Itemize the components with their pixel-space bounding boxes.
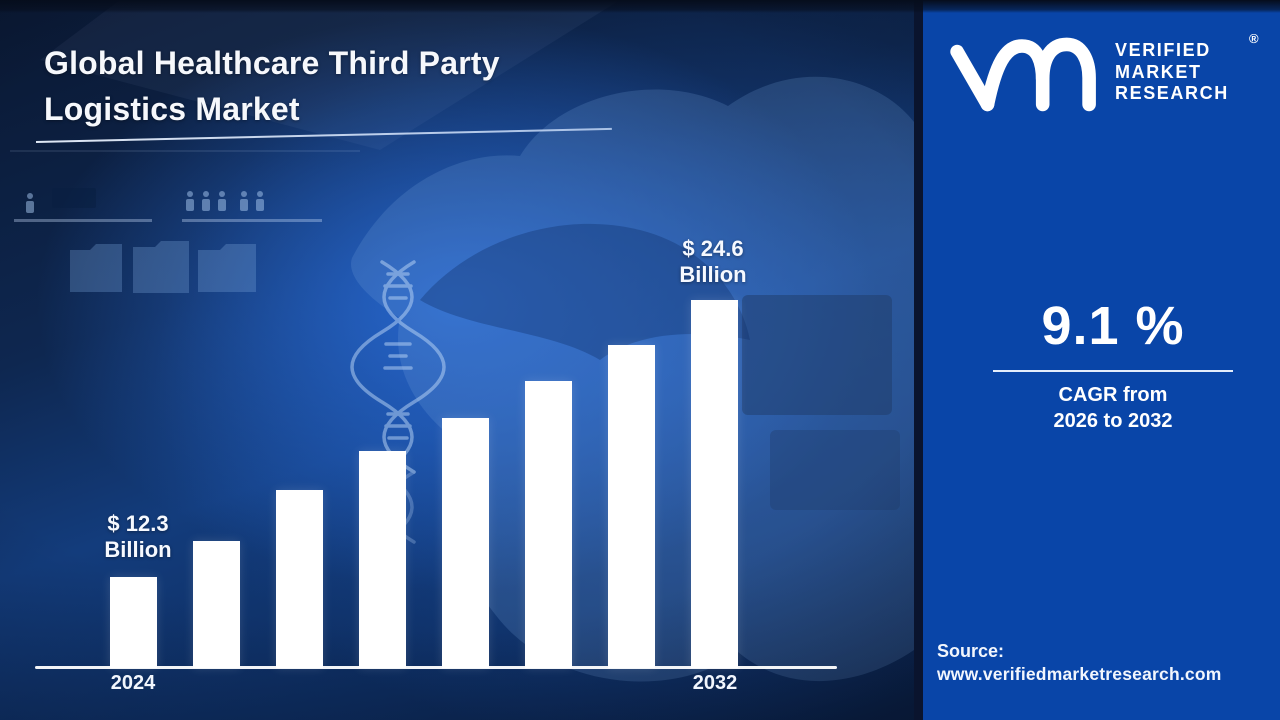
shelf-rails (14, 219, 322, 222)
x-axis-line (35, 666, 837, 669)
monitor-shape (52, 188, 96, 208)
source-label: Source: (937, 641, 1005, 661)
registered-trademark-icon: ® (1249, 31, 1259, 46)
x-axis-label-2032: 2032 (692, 672, 738, 694)
value-label-first-bar: $ 12.3 Billion (95, 511, 181, 563)
chart-section: Global Healthcare Third Party Logistics … (0, 0, 914, 720)
brand-name: VERIFIED MARKET RESEARCH (1115, 40, 1229, 105)
bar-1-2024 (110, 577, 157, 668)
brand-name-line1: VERIFIED (1115, 40, 1211, 60)
stat-divider (993, 370, 1233, 372)
value-label-last-bar: $ 24.6 Billion (670, 236, 756, 288)
bar-chart (0, 300, 914, 668)
value-label-last-line2: Billion (679, 262, 747, 287)
top-dark-band (0, 0, 1280, 13)
page-title-line2: Logistics Market (44, 91, 300, 127)
bar-4 (359, 451, 406, 668)
info-panel: VERIFIED MARKET RESEARCH ® 9.1 % CAGR fr… (923, 0, 1280, 720)
source-block: Source: www.verifiedmarketresearch.com (937, 640, 1273, 686)
brand-name-line2: MARKET (1115, 61, 1202, 82)
value-label-last-line1: $ 24.6 (682, 236, 744, 261)
bar-7 (608, 345, 655, 668)
folder-icons (70, 241, 256, 293)
cagr-caption: CAGR from 2026 to 2032 (946, 382, 1280, 434)
brand-name-line3: RESEARCH (1115, 83, 1229, 103)
panel-divider (914, 0, 923, 720)
bar-5 (442, 418, 489, 668)
cagr-caption-line1: CAGR from (1058, 384, 1168, 406)
page-title-line1: Global Healthcare Third Party (44, 45, 500, 81)
shelf-line (10, 150, 360, 152)
x-axis-label-2024: 2024 (110, 672, 156, 694)
vmr-logo-monogram-icon (950, 37, 1096, 112)
cagr-value: 9.1 % (1041, 296, 1185, 356)
cagr-stat: 9.1 % CAGR from 2026 to 2032 (946, 296, 1280, 434)
value-label-first-line2: Billion (104, 537, 172, 562)
cagr-caption-line2: 2026 to 2032 (1053, 410, 1173, 432)
page-title: Global Healthcare Third Party Logistics … (44, 40, 500, 132)
source-url: www.verifiedmarketresearch.com (937, 664, 1222, 684)
vmr-logo: VERIFIED MARKET RESEARCH ® (923, 0, 1280, 140)
bar-2 (193, 541, 240, 668)
bar-3 (276, 490, 323, 668)
bar-8-2032 (691, 300, 738, 668)
bar-6 (525, 381, 572, 668)
value-label-first-line1: $ 12.3 (107, 511, 169, 536)
